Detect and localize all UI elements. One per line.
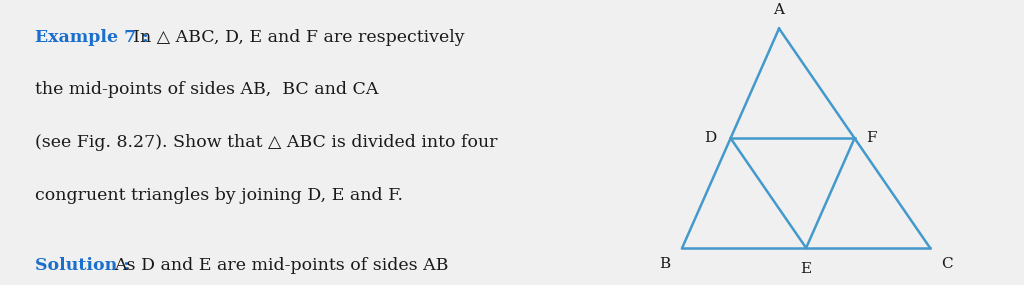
Text: A: A — [773, 3, 784, 17]
Text: As D and E are mid-points of sides AB: As D and E are mid-points of sides AB — [115, 256, 449, 274]
Text: C: C — [941, 256, 953, 270]
Text: congruent triangles by joining D, E and F.: congruent triangles by joining D, E and … — [35, 187, 402, 204]
Text: Solution :: Solution : — [35, 256, 135, 274]
Text: F: F — [866, 131, 877, 145]
Text: D: D — [705, 131, 717, 145]
Text: the mid-points of sides AB,  BC and CA: the mid-points of sides AB, BC and CA — [35, 81, 378, 98]
Text: B: B — [659, 256, 671, 270]
Text: (see Fig. 8.27). Show that △ ABC is divided into four: (see Fig. 8.27). Show that △ ABC is divi… — [35, 134, 498, 151]
Text: In △ ABC, D, E and F are respectively: In △ ABC, D, E and F are respectively — [133, 28, 465, 46]
Text: E: E — [801, 262, 812, 276]
Text: Example 7 :: Example 7 : — [35, 28, 155, 46]
